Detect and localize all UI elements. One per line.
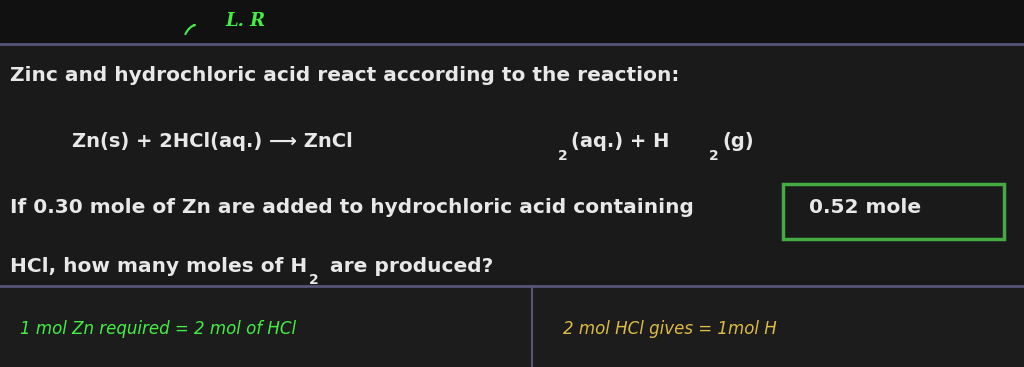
- Text: (g): (g): [722, 132, 754, 151]
- Bar: [0, 286, 1024, 367]
- Text: Zinc and hydrochloric acid react according to the reaction:: Zinc and hydrochloric acid react accordi…: [10, 66, 680, 85]
- Text: 2 mol HCl gives = 1mol H: 2 mol HCl gives = 1mol H: [563, 320, 777, 338]
- Text: HCl, how many moles of H: HCl, how many moles of H: [10, 257, 307, 276]
- Text: 2: 2: [558, 149, 568, 163]
- Text: If 0.30 mole of Zn are added to hydrochloric acid containing: If 0.30 mole of Zn are added to hydrochl…: [10, 198, 701, 217]
- Text: 2: 2: [709, 149, 719, 163]
- Text: L. R: L. R: [225, 12, 265, 30]
- Bar: [0, 0, 1024, 44]
- Text: (aq.) + H: (aq.) + H: [571, 132, 670, 151]
- Text: 1 mol Zn required = 2 mol of HCl: 1 mol Zn required = 2 mol of HCl: [20, 320, 297, 338]
- Text: 0.52 mole: 0.52 mole: [809, 198, 921, 217]
- Text: Zn(s) + 2HCl(aq.) ⟶ ZnCl: Zn(s) + 2HCl(aq.) ⟶ ZnCl: [72, 132, 352, 151]
- Text: 2: 2: [309, 273, 319, 287]
- FancyArrowPatch shape: [185, 25, 195, 34]
- Text: are produced?: are produced?: [323, 257, 493, 276]
